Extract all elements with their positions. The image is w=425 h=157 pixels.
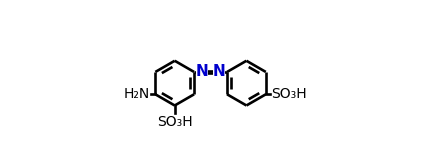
Text: N: N [196, 64, 209, 79]
Text: SO₃H: SO₃H [157, 115, 193, 129]
Text: H₂N: H₂N [124, 87, 150, 101]
Text: SO₃H: SO₃H [271, 87, 306, 101]
Text: N: N [212, 64, 225, 79]
